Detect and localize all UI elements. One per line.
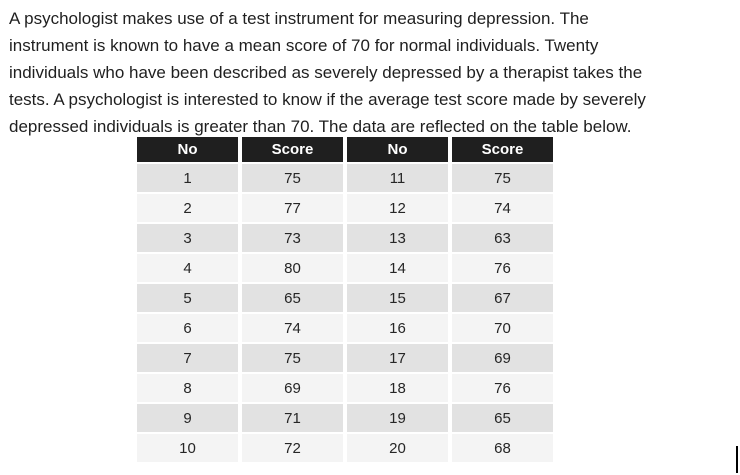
- cell-no: 14: [347, 254, 448, 282]
- cell-score: 76: [452, 254, 553, 282]
- header-cell: No: [347, 137, 448, 162]
- problem-statement-line: depressed individuals is greater than 70…: [9, 117, 632, 136]
- cell-no: 9: [137, 404, 238, 432]
- cell-score: 75: [452, 164, 553, 192]
- problem-statement-line: A psychologist makes use of a test instr…: [9, 9, 589, 28]
- cell-score: 75: [242, 344, 343, 372]
- cell-no: 1: [137, 164, 238, 192]
- scores-table-header: No Score No Score: [137, 137, 553, 162]
- cell-no: 20: [347, 434, 448, 462]
- cell-no: 3: [137, 224, 238, 252]
- cell-score: 65: [242, 284, 343, 312]
- cell-score: 77: [242, 194, 343, 222]
- header-cell: No: [137, 137, 238, 162]
- cell-score: 72: [242, 434, 343, 462]
- cell-no: 8: [137, 374, 238, 402]
- scores-table-body: 1 75 11 75 2 77 12 74 3 73 13 63 4 80 14 76 5 65 15 67 6 74 16…: [137, 164, 553, 462]
- cell-no: 5: [137, 284, 238, 312]
- table-row: 1 75 11 75: [137, 164, 553, 192]
- cell-score: 63: [452, 224, 553, 252]
- cell-score: 73: [242, 224, 343, 252]
- cell-no: 12: [347, 194, 448, 222]
- cell-no: 6: [137, 314, 238, 342]
- cell-no: 13: [347, 224, 448, 252]
- problem-statement: A psychologist makes use of a test instr…: [9, 5, 646, 140]
- header-cell: Score: [242, 137, 343, 162]
- cell-no: 2: [137, 194, 238, 222]
- cell-score: 70: [452, 314, 553, 342]
- cell-score: 76: [452, 374, 553, 402]
- scores-table: No Score No Score 1 75 11 75 2 77 12 74 3 73 13 63 4 80 1…: [133, 135, 557, 464]
- cell-no: 15: [347, 284, 448, 312]
- table-row: 3 73 13 63: [137, 224, 553, 252]
- cell-no: 11: [347, 164, 448, 192]
- table-row: 8 69 18 76: [137, 374, 553, 402]
- table-row: 5 65 15 67: [137, 284, 553, 312]
- cell-score: 65: [452, 404, 553, 432]
- text-cursor: [736, 446, 738, 473]
- cell-no: 18: [347, 374, 448, 402]
- table-row: 2 77 12 74: [137, 194, 553, 222]
- table-row: 10 72 20 68: [137, 434, 553, 462]
- cell-no: 10: [137, 434, 238, 462]
- cell-score: 74: [452, 194, 553, 222]
- problem-statement-line: tests. A psychologist is interested to k…: [9, 90, 646, 109]
- cell-no: 19: [347, 404, 448, 432]
- cell-score: 80: [242, 254, 343, 282]
- cell-score: 69: [242, 374, 343, 402]
- cell-no: 16: [347, 314, 448, 342]
- cell-score: 71: [242, 404, 343, 432]
- cell-score: 68: [452, 434, 553, 462]
- table-row: 6 74 16 70: [137, 314, 553, 342]
- cell-no: 7: [137, 344, 238, 372]
- problem-statement-line: individuals who have been described as s…: [9, 63, 643, 82]
- cell-score: 67: [452, 284, 553, 312]
- problem-statement-line: instrument is known to have a mean score…: [9, 36, 599, 55]
- cell-no: 17: [347, 344, 448, 372]
- header-cell: Score: [452, 137, 553, 162]
- cell-score: 74: [242, 314, 343, 342]
- cell-no: 4: [137, 254, 238, 282]
- table-row: 4 80 14 76: [137, 254, 553, 282]
- cell-score: 69: [452, 344, 553, 372]
- header-row: No Score No Score: [137, 137, 553, 162]
- cell-score: 75: [242, 164, 343, 192]
- table-row: 9 71 19 65: [137, 404, 553, 432]
- table-row: 7 75 17 69: [137, 344, 553, 372]
